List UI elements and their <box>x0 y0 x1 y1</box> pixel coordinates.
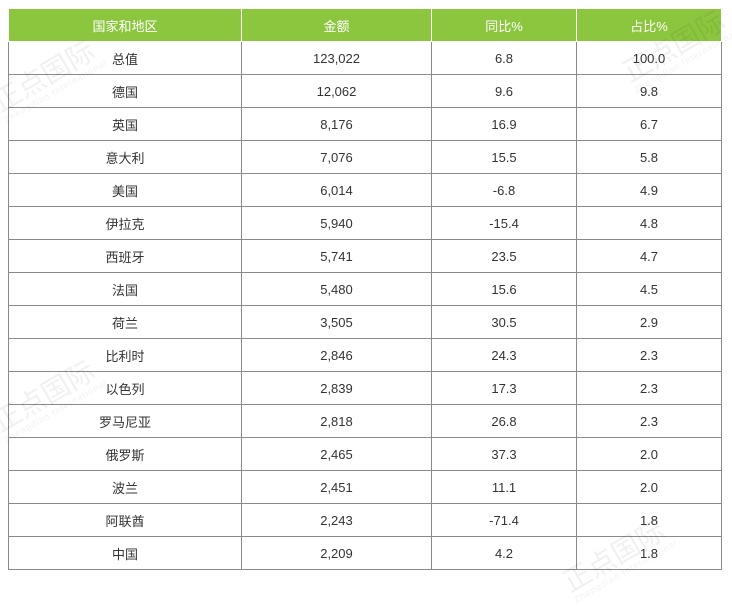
col-header-1: 金额 <box>242 9 432 42</box>
table-row: 中国2,2094.21.8 <box>9 537 722 570</box>
cell: -6.8 <box>432 174 577 207</box>
cell: 1.8 <box>577 504 722 537</box>
cell: 11.1 <box>432 471 577 504</box>
table-row: 荷兰3,50530.52.9 <box>9 306 722 339</box>
cell: 2,846 <box>242 339 432 372</box>
cell: 荷兰 <box>9 306 242 339</box>
cell: 伊拉克 <box>9 207 242 240</box>
cell: 中国 <box>9 537 242 570</box>
cell: 总值 <box>9 42 242 75</box>
table-row: 俄罗斯2,46537.32.0 <box>9 438 722 471</box>
cell: 6.7 <box>577 108 722 141</box>
table-row: 法国5,48015.64.5 <box>9 273 722 306</box>
table-row: 波兰2,45111.12.0 <box>9 471 722 504</box>
table-row: 意大利7,07615.55.8 <box>9 141 722 174</box>
cell: 7,076 <box>242 141 432 174</box>
col-header-2: 同比% <box>432 9 577 42</box>
cell: 4.7 <box>577 240 722 273</box>
data-table: 国家和地区金额同比%占比% 总值123,0226.8100.0德国12,0629… <box>8 8 722 570</box>
cell: 2,839 <box>242 372 432 405</box>
cell: 2.0 <box>577 471 722 504</box>
table-row: 阿联酋2,243-71.41.8 <box>9 504 722 537</box>
cell: 15.5 <box>432 141 577 174</box>
cell: 9.8 <box>577 75 722 108</box>
cell: 17.3 <box>432 372 577 405</box>
cell: 4.5 <box>577 273 722 306</box>
cell: 阿联酋 <box>9 504 242 537</box>
table-body: 总值123,0226.8100.0德国12,0629.69.8英国8,17616… <box>9 42 722 570</box>
cell: 23.5 <box>432 240 577 273</box>
col-header-3: 占比% <box>577 9 722 42</box>
cell: 2,451 <box>242 471 432 504</box>
table-row: 伊拉克5,940-15.44.8 <box>9 207 722 240</box>
table-row: 西班牙5,74123.54.7 <box>9 240 722 273</box>
cell: 5.8 <box>577 141 722 174</box>
cell: 16.9 <box>432 108 577 141</box>
cell: 5,741 <box>242 240 432 273</box>
cell: 6.8 <box>432 42 577 75</box>
cell: 2.0 <box>577 438 722 471</box>
cell: 西班牙 <box>9 240 242 273</box>
cell: 30.5 <box>432 306 577 339</box>
cell: 4.8 <box>577 207 722 240</box>
cell: -15.4 <box>432 207 577 240</box>
cell: 2.3 <box>577 405 722 438</box>
cell: 2,243 <box>242 504 432 537</box>
cell: 英国 <box>9 108 242 141</box>
cell: 15.6 <box>432 273 577 306</box>
cell: 德国 <box>9 75 242 108</box>
cell: 美国 <box>9 174 242 207</box>
cell: 123,022 <box>242 42 432 75</box>
cell: 5,480 <box>242 273 432 306</box>
cell: -71.4 <box>432 504 577 537</box>
cell: 1.8 <box>577 537 722 570</box>
cell: 比利时 <box>9 339 242 372</box>
cell: 2,465 <box>242 438 432 471</box>
cell: 8,176 <box>242 108 432 141</box>
cell: 37.3 <box>432 438 577 471</box>
cell: 2,209 <box>242 537 432 570</box>
table-row: 美国6,014-6.84.9 <box>9 174 722 207</box>
cell: 4.2 <box>432 537 577 570</box>
cell: 5,940 <box>242 207 432 240</box>
cell: 26.8 <box>432 405 577 438</box>
cell: 2.3 <box>577 339 722 372</box>
cell: 24.3 <box>432 339 577 372</box>
table-row: 以色列2,83917.32.3 <box>9 372 722 405</box>
cell: 12,062 <box>242 75 432 108</box>
cell: 2.9 <box>577 306 722 339</box>
cell: 罗马尼亚 <box>9 405 242 438</box>
cell: 3,505 <box>242 306 432 339</box>
table-row: 总值123,0226.8100.0 <box>9 42 722 75</box>
cell: 2,818 <box>242 405 432 438</box>
cell: 法国 <box>9 273 242 306</box>
col-header-0: 国家和地区 <box>9 9 242 42</box>
cell: 100.0 <box>577 42 722 75</box>
cell: 意大利 <box>9 141 242 174</box>
cell: 9.6 <box>432 75 577 108</box>
cell: 俄罗斯 <box>9 438 242 471</box>
table-row: 比利时2,84624.32.3 <box>9 339 722 372</box>
cell: 波兰 <box>9 471 242 504</box>
cell: 4.9 <box>577 174 722 207</box>
cell: 2.3 <box>577 372 722 405</box>
table-row: 英国8,17616.96.7 <box>9 108 722 141</box>
table-row: 德国12,0629.69.8 <box>9 75 722 108</box>
cell: 6,014 <box>242 174 432 207</box>
table-header: 国家和地区金额同比%占比% <box>9 9 722 42</box>
table-row: 罗马尼亚2,81826.82.3 <box>9 405 722 438</box>
cell: 以色列 <box>9 372 242 405</box>
